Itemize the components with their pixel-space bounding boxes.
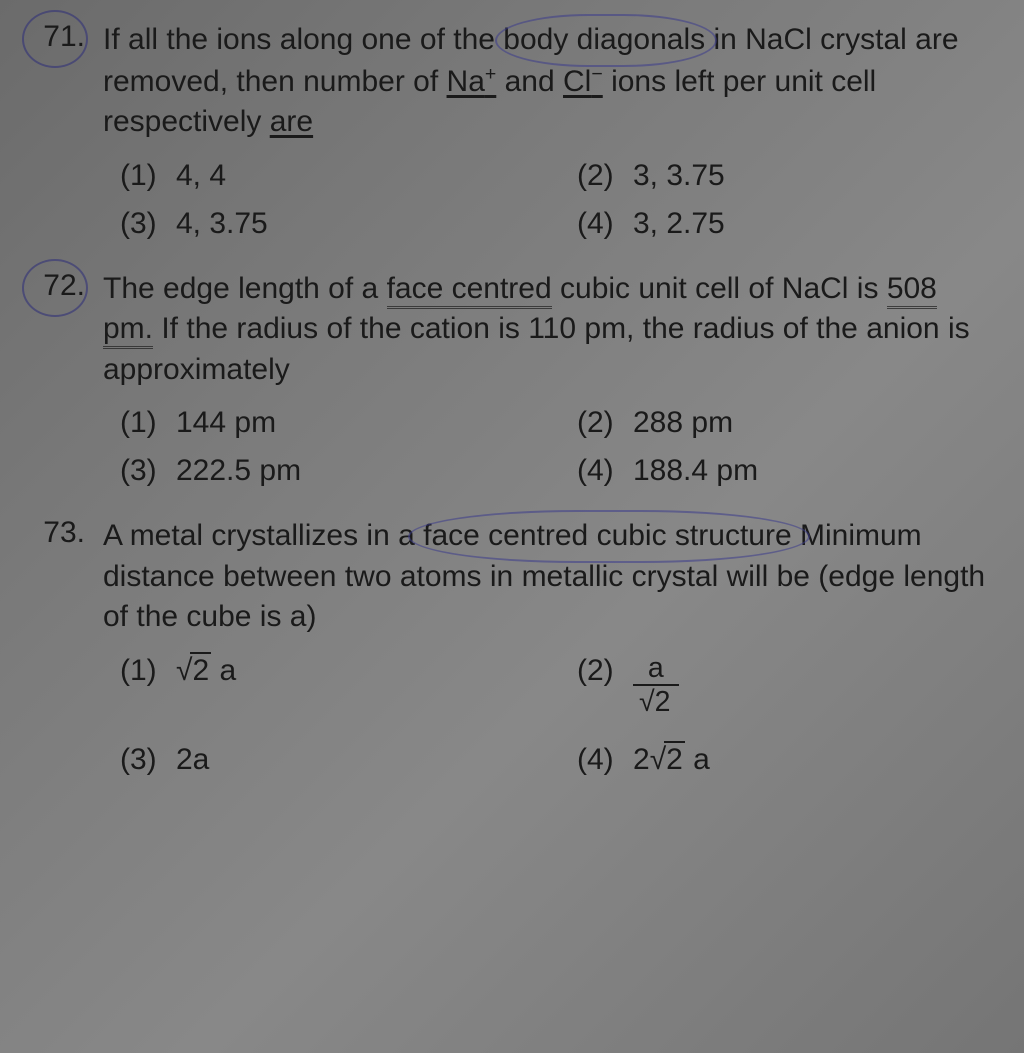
option-value: 188.4 pm [633, 454, 758, 488]
sqrt-radicand: 2 [653, 684, 673, 718]
question-number: 71. [30, 20, 85, 54]
option-number: (3) [120, 207, 166, 241]
option-number: (1) [120, 159, 166, 193]
annotated-phrase: face centred cubic structure [423, 516, 792, 557]
text-are: are [270, 105, 313, 138]
option-value: 2a [176, 743, 209, 777]
annotated-phrase: body diagonals [503, 20, 705, 61]
fraction-numerator: a [642, 654, 670, 685]
fraction: a 2 [633, 654, 679, 717]
question-header: 71. If all the ions along one of the bod… [30, 20, 994, 143]
option-2: (2) 3, 3.75 [577, 159, 994, 193]
option-number: (4) [577, 454, 623, 488]
underlined-phrase: face centred [387, 272, 552, 309]
question-text: The edge length of a face centred cubic … [103, 269, 994, 391]
text-part: Na [447, 65, 485, 98]
question-73: 73. A metal crystallizes in a face centr… [30, 516, 994, 777]
option-value: 4, 3.75 [176, 207, 268, 241]
text-part: a [211, 654, 236, 687]
text-part: Cl [563, 65, 591, 98]
option-3: (3) 4, 3.75 [120, 207, 537, 241]
option-2: (2) a 2 [577, 654, 994, 717]
option-value: 22 a [633, 743, 710, 777]
option-4: (4) 3, 2.75 [577, 207, 994, 241]
fraction-denominator: 2 [633, 684, 679, 717]
text-part: The edge length of a [103, 272, 387, 305]
option-value: 3, 3.75 [633, 159, 725, 193]
question-72: 72. The edge length of a face centred cu… [30, 269, 994, 489]
sqrt-radicand: 2 [664, 741, 685, 776]
text-part: and [496, 65, 563, 98]
option-number: (4) [577, 743, 623, 777]
option-3: (3) 2a [120, 743, 537, 777]
question-71: 71. If all the ions along one of the bod… [30, 20, 994, 241]
option-3: (3) 222.5 pm [120, 454, 537, 488]
na-ion: Na+ [447, 65, 497, 98]
sqrt-icon: 2 [639, 688, 673, 717]
question-header: 72. The edge length of a face centred cu… [30, 269, 994, 391]
question-number: 73. [30, 516, 85, 550]
options-grid: (1) 144 pm (2) 288 pm (3) 222.5 pm (4) 188.4… [120, 406, 994, 488]
question-text: A metal crystallizes in a face centred c… [103, 516, 994, 638]
options-grid: (1) 2 a (2) a 2 (3)2a (4) 22 a [120, 654, 994, 777]
option-1: (1) 144 pm [120, 406, 537, 440]
text-part: If all the ions along one of the [103, 23, 503, 56]
question-text: If all the ions along one of the body di… [103, 20, 994, 143]
option-4: (4) 188.4 pm [577, 454, 994, 488]
option-2: (2) 288 pm [577, 406, 994, 440]
sqrt-icon: 2 [176, 654, 211, 688]
text-part: 2 [633, 743, 650, 776]
text-part: cubic unit cell of NaCl is [552, 272, 887, 305]
option-number: (2) [577, 654, 623, 717]
sqrt-icon: 2 [650, 743, 685, 777]
option-number: (2) [577, 406, 623, 440]
option-number: (1) [120, 654, 166, 717]
option-value: 4, 4 [176, 159, 226, 193]
cl-ion: Cl− [563, 65, 603, 98]
option-4: (4) 22 a [577, 743, 994, 777]
superscript: + [485, 63, 496, 85]
option-value: 3, 2.75 [633, 207, 725, 241]
text-part: A metal crystallizes in a [103, 519, 423, 552]
text-part: a [685, 743, 710, 776]
option-number: (2) [577, 159, 623, 193]
option-number: (3) [120, 454, 166, 488]
text-part: If the radius of the cation is 110 pm, t… [103, 312, 970, 386]
question-number: 72. [30, 269, 85, 303]
option-1: (1) 2 a [120, 654, 537, 717]
option-number: (3) [120, 743, 166, 777]
options-grid: (1) 4, 4 (2) 3, 3.75 (3) 4, 3.75 (4) 3, 2.75 [120, 159, 994, 241]
option-1: (1) 4, 4 [120, 159, 537, 193]
question-header: 73. A metal crystallizes in a face centr… [30, 516, 994, 638]
option-number: (4) [577, 207, 623, 241]
sqrt-radicand: 2 [190, 652, 211, 687]
option-value: 144 pm [176, 406, 276, 440]
option-value: 222.5 pm [176, 454, 301, 488]
option-value: a 2 [633, 654, 679, 717]
option-value: 288 pm [633, 406, 733, 440]
option-value: 2 a [176, 654, 236, 717]
option-number: (1) [120, 406, 166, 440]
